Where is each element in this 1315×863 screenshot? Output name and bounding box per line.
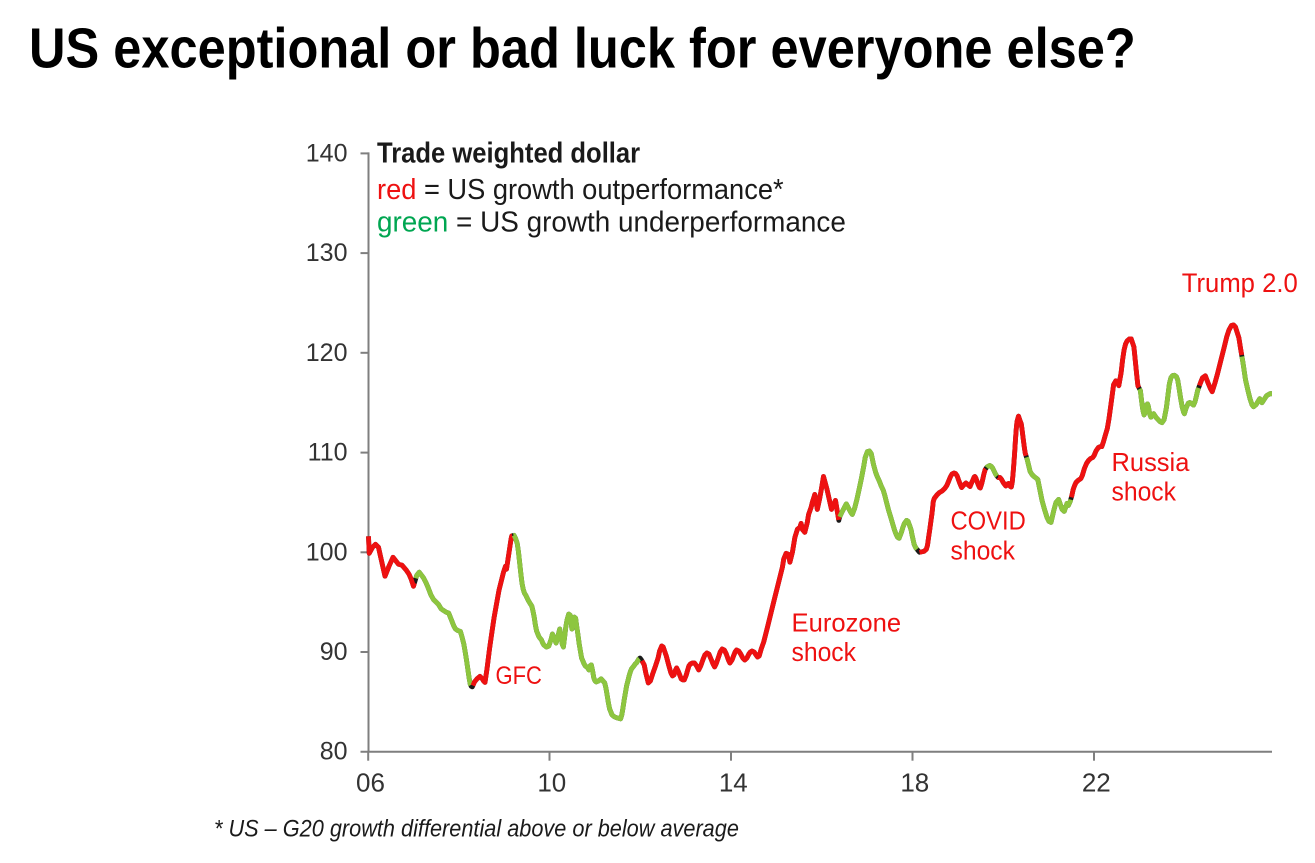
svg-text:Trump 2.0: Trump 2.0 [1182,267,1298,298]
svg-text:US exceptional or bad luck for: US exceptional or bad luck for everyone … [29,17,1136,80]
svg-text:06: 06 [356,768,385,798]
svg-text:shock: shock [951,537,1016,566]
svg-text:shock: shock [792,638,857,667]
svg-text:22: 22 [1082,768,1111,798]
svg-text:shock: shock [1112,478,1177,507]
svg-text:Trade weighted dollar: Trade weighted dollar [377,136,640,169]
svg-text:100: 100 [306,538,348,566]
svg-text:90: 90 [320,638,348,666]
svg-text:* US – G20 growth differential: * US – G20 growth differential above or … [214,814,739,841]
svg-text:Eurozone: Eurozone [792,609,902,637]
svg-text:GFC: GFC [496,662,542,690]
svg-text:14: 14 [719,768,748,798]
svg-text:120: 120 [306,339,348,367]
svg-text:18: 18 [900,768,929,798]
svg-text:80: 80 [320,738,348,766]
svg-text:green = US growth underperform: green = US growth underperformance [377,206,846,239]
svg-text:10: 10 [537,768,566,798]
svg-text:110: 110 [308,439,348,467]
svg-text:COVID: COVID [951,507,1026,536]
svg-text:130: 130 [306,239,348,267]
svg-text:red = US growth outperformance: red = US growth outperformance* [377,173,784,205]
svg-text:Russia: Russia [1112,449,1191,477]
svg-text:140: 140 [306,139,348,167]
